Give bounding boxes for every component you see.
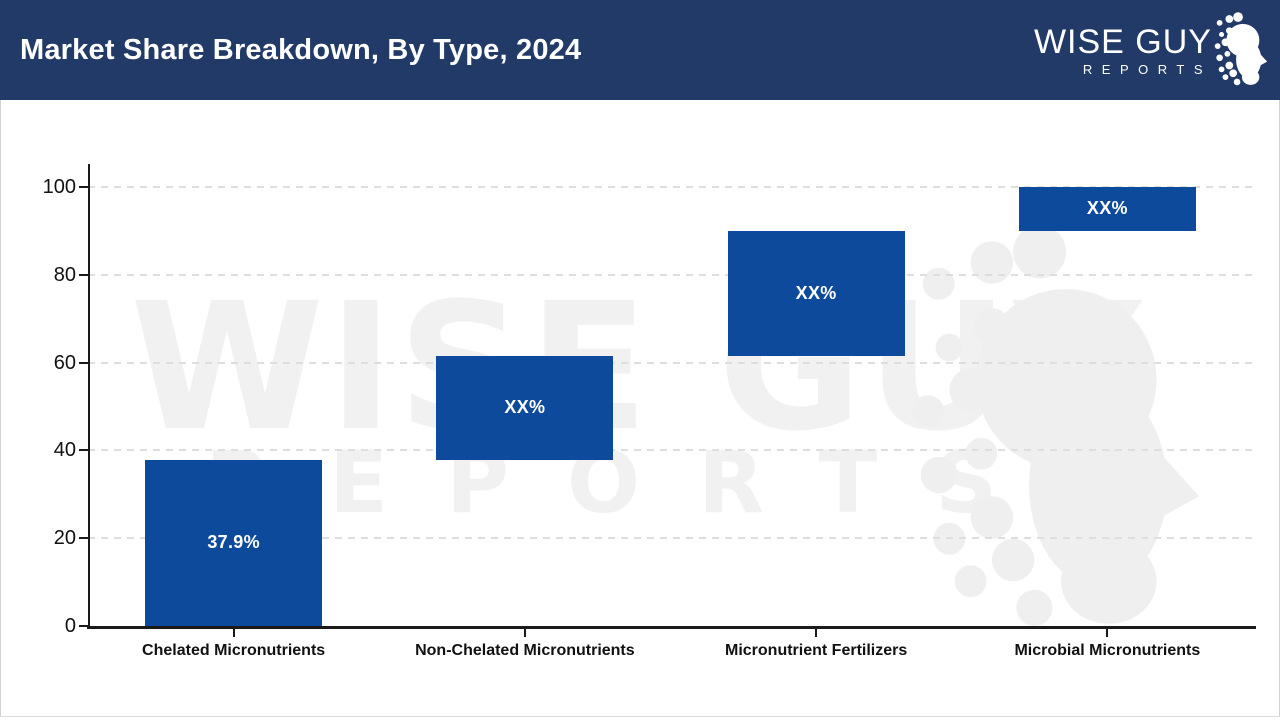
background-watermark: WISE GUY REPORTS: [0, 100, 1280, 717]
gridline-20: [88, 537, 1253, 540]
x-tick-chelated-micronutrients: [232, 629, 235, 637]
wiseguy-logo-line1: WISE GUY: [1033, 22, 1212, 61]
bar-value-label: XX%: [1086, 198, 1128, 219]
x-tick-non-chelated-micronutrients: [523, 629, 526, 637]
y-tick-0: [79, 625, 88, 627]
bar-chelated-micronutrients: 37.9%: [145, 459, 323, 626]
category-label-non-chelated-micronutrients: Non-Chelated Micronutrients: [415, 642, 635, 659]
y-tick-label-0: 0: [64, 615, 76, 637]
y-tick-20: [79, 537, 88, 540]
y-tick-40: [79, 449, 88, 452]
gridline-60: [88, 361, 1253, 364]
category-label-chelated-micronutrients: Chelated Micronutrients: [142, 642, 326, 659]
category-label-microbial-micronutrients: Microbial Micronutrients: [1014, 642, 1201, 659]
y-tick-label-80: 80: [53, 263, 76, 286]
wiseguy-logo-line2: REPORTS: [1082, 61, 1212, 77]
x-tick-microbial-micronutrients: [1106, 629, 1109, 637]
category-label-micronutrient-fertilizers: Micronutrient Fertilizers: [725, 642, 908, 659]
image-border-bottom: [0, 716, 1280, 717]
y-tick-60: [79, 361, 88, 364]
bar-value-label: XX%: [504, 397, 546, 418]
bar-value-label: 37.9%: [207, 532, 260, 553]
y-tick-label-40: 40: [53, 439, 76, 462]
x-axis-line: [87, 626, 1256, 629]
y-tick-label-60: 60: [53, 351, 76, 374]
y-tick-label-100: 100: [42, 176, 76, 198]
bar-microbial-micronutrients: XX%: [1018, 187, 1196, 231]
bar-non-chelated-micronutrients: XX%: [436, 355, 614, 460]
x-tick-micronutrient-fertilizers: [815, 629, 818, 637]
watermark-head-icon: [912, 225, 1200, 626]
y-axis-line: [88, 164, 90, 628]
image-border-left: [0, 100, 1, 717]
wiseguy-logo-head-icon: [1214, 12, 1268, 86]
bar-micronutrient-fertilizers: XX%: [727, 230, 905, 356]
wiseguy-logo: WISE GUY REPORTS: [1034, 6, 1270, 94]
gridline-40: [88, 449, 1253, 452]
watermark-wiseguy-text: WISE GUY: [130, 265, 1145, 470]
y-tick-80: [79, 273, 88, 276]
y-tick-label-20: 20: [53, 527, 76, 550]
y-tick-100: [79, 186, 88, 188]
bar-value-label: XX%: [795, 282, 837, 303]
gridline-80: [88, 273, 1253, 276]
gridline-100: [88, 186, 1253, 188]
page-title: Market Share Breakdown, By Type, 2024: [20, 33, 582, 66]
header-bar: Market Share Breakdown, By Type, 2024 WI…: [0, 0, 1280, 100]
wiseguy-logo-text: WISE GUY REPORTS: [1034, 24, 1212, 77]
